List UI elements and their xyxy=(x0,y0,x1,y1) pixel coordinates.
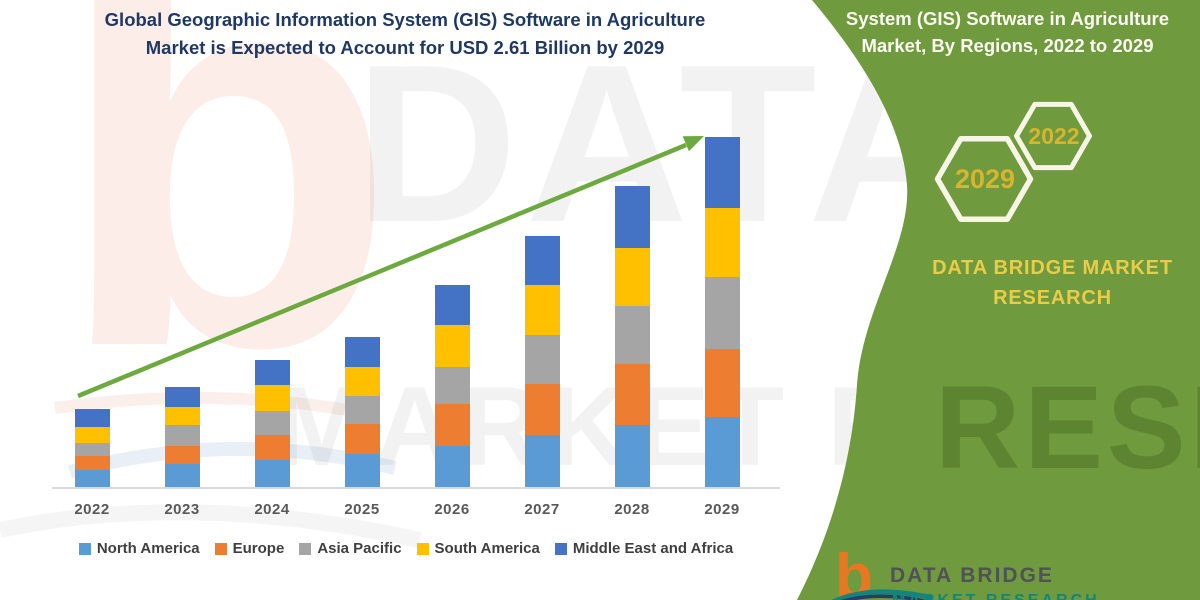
stacked-bar-chart: 2022 2023 2024 2025 2026 2027 2028 2029 xyxy=(74,136,740,518)
legend-item-north-america: North America xyxy=(78,540,200,557)
bar-segment-south-america xyxy=(434,325,470,367)
bar-segment-europe xyxy=(74,456,110,470)
bar-segment-asia-pacific xyxy=(254,410,290,435)
legend-label: North America xyxy=(96,540,200,557)
side-panel-title-line-2: Market, By Regions, 2022 to 2029 xyxy=(861,35,1154,56)
bar-segment-south-america xyxy=(524,285,560,335)
stacked-bar-2027 xyxy=(524,235,560,487)
watermark-research-on-green: RESEARCH xyxy=(935,362,1200,494)
x-axis-label-2023: 2023 xyxy=(164,501,200,518)
bar-segment-europe xyxy=(344,424,380,454)
bar-segment-north-america xyxy=(524,434,560,487)
x-axis-label-2028: 2028 xyxy=(614,501,650,518)
legend-swatch-icon xyxy=(299,542,312,555)
bar-segment-europe xyxy=(704,349,740,418)
x-axis-label-2026: 2026 xyxy=(434,501,470,518)
x-axis-label-2029: 2029 xyxy=(704,501,740,518)
bar-segment-north-america xyxy=(434,445,470,487)
legend-swatch-icon xyxy=(78,542,91,555)
bar-segment-north-america xyxy=(704,417,740,487)
stacked-bar-2024 xyxy=(254,359,290,487)
bar-segment-middle-east-and-africa xyxy=(344,337,380,367)
bar-segment-europe xyxy=(434,404,470,446)
bar-segment-north-america xyxy=(614,425,650,487)
chart-legend: North America Europe Asia Pacific South Ame… xyxy=(0,540,812,557)
chart-title: Global Geographic Information System (GI… xyxy=(0,6,810,62)
legend-swatch-icon xyxy=(416,542,429,555)
bar-segment-north-america xyxy=(74,469,110,487)
bar-segment-europe xyxy=(524,384,560,435)
bar-segment-europe xyxy=(614,363,650,426)
stacked-bar-2029 xyxy=(704,136,740,487)
legend-label: Europe xyxy=(232,540,285,557)
chart-title-line-2: Market is Expected to Account for USD 2.… xyxy=(145,37,665,58)
bar-segment-middle-east-and-africa xyxy=(614,186,650,248)
bar-segment-south-america xyxy=(614,247,650,307)
x-axis-label-2022: 2022 xyxy=(74,501,110,518)
bar-segment-middle-east-and-africa xyxy=(524,235,560,286)
legend-label: Middle East and Africa xyxy=(572,540,734,557)
legend-label: South America xyxy=(434,540,540,557)
bar-segment-asia-pacific xyxy=(344,396,380,425)
side-panel-title: System (GIS) Software in Agriculture Mar… xyxy=(815,5,1200,59)
bar-segment-middle-east-and-africa xyxy=(74,409,110,427)
legend-item-asia-pacific: Asia Pacific xyxy=(299,540,402,557)
data-bridge-logo: b DATA BRIDGE MARKET RESEARCH xyxy=(831,546,1195,600)
x-axis-line xyxy=(52,487,780,489)
bar-segment-europe xyxy=(164,445,200,465)
x-axis-label-2024: 2024 xyxy=(254,501,290,518)
chart-title-line-1: Global Geographic Information System (GI… xyxy=(104,9,706,30)
bar-segment-south-america xyxy=(164,406,200,426)
bar-segment-north-america xyxy=(254,460,290,487)
bar-segment-asia-pacific xyxy=(74,442,110,457)
stacked-bar-2022 xyxy=(74,409,110,487)
bar-segment-south-america xyxy=(74,426,110,443)
bar-segment-middle-east-and-africa xyxy=(434,285,470,326)
legend-item-south-america: South America xyxy=(416,540,540,557)
stacked-bar-2025 xyxy=(344,337,380,487)
bar-segment-south-america xyxy=(254,385,290,411)
bar-segment-middle-east-and-africa xyxy=(254,359,290,386)
bar-segment-middle-east-and-africa xyxy=(164,386,200,407)
bar-segment-asia-pacific xyxy=(164,425,200,446)
legend-item-middle-east-and-africa: Middle East and Africa xyxy=(554,540,734,557)
brand-name-line-2: RESEARCH xyxy=(993,287,1112,309)
brand-name-line-1: DATA BRIDGE MARKET xyxy=(932,257,1173,279)
stacked-bar-2026 xyxy=(434,285,470,487)
side-panel-title-line-1: System (GIS) Software in Agriculture xyxy=(845,8,1170,29)
bar-segment-middle-east-and-africa xyxy=(704,136,740,208)
bar-segment-north-america xyxy=(164,464,200,487)
legend-label: Asia Pacific xyxy=(317,540,402,557)
stacked-bar-2023 xyxy=(164,386,200,487)
bar-segment-south-america xyxy=(704,207,740,278)
x-axis-label-2027: 2027 xyxy=(524,501,560,518)
legend-swatch-icon xyxy=(214,542,227,555)
bar-segment-asia-pacific xyxy=(524,334,560,385)
bar-segment-south-america xyxy=(344,366,380,397)
logo-sub-brand-text: MARKET RESEARCH xyxy=(892,592,1100,600)
stacked-bar-2028 xyxy=(614,186,650,487)
bar-segment-north-america xyxy=(344,453,380,487)
x-axis-label-2025: 2025 xyxy=(344,501,380,518)
legend-item-europe: Europe xyxy=(214,540,285,557)
bar-segment-europe xyxy=(254,434,290,461)
bar-segment-asia-pacific xyxy=(434,366,470,405)
bar-segment-asia-pacific xyxy=(614,306,650,364)
legend-swatch-icon xyxy=(554,542,567,555)
bar-segment-asia-pacific xyxy=(704,277,740,350)
brand-name-text: DATA BRIDGE MARKET RESEARCH xyxy=(870,253,1200,313)
logo-brand-text: DATA BRIDGE xyxy=(890,564,1054,587)
